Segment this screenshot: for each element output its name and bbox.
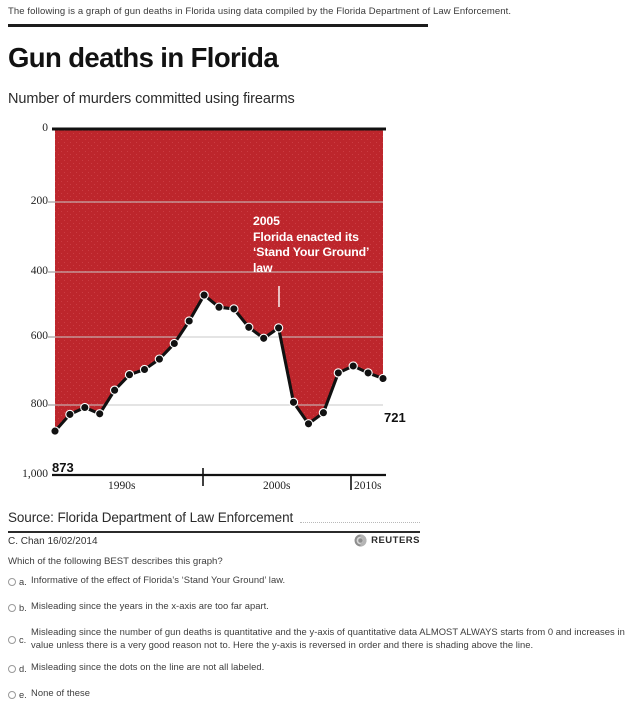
intro-paragraph: The following is a graph of gun deaths i… (8, 6, 512, 17)
chart-byline: C. Chan 16/02/2014 (8, 536, 98, 547)
last-point-value-label: 721 (384, 410, 406, 425)
ytick-label-400: 400 (30, 265, 48, 277)
ytick-label-600: 600 (30, 330, 48, 342)
first-point-value-label: 873 (52, 460, 74, 475)
data-point (50, 426, 60, 436)
ytick-label-200: 200 (30, 195, 48, 207)
data-point (199, 290, 209, 300)
data-point (95, 409, 105, 419)
quiz-option-d[interactable]: d. Misleading since the dots on the line… (8, 660, 632, 677)
data-point (318, 408, 329, 418)
annotation-body: Florida enacted its ‘Stand Your Ground’ … (253, 229, 369, 275)
option-letter-a: a. (19, 577, 27, 587)
chart-card: Gun deaths in Florida Number of murders … (0, 30, 430, 558)
ytick-label-800: 800 (30, 398, 48, 410)
data-point (214, 302, 224, 312)
reuters-wordmark: REUTERS (371, 535, 420, 546)
intro-divider (8, 24, 428, 27)
data-point-markers (50, 290, 388, 436)
quiz-option-b[interactable]: b. Misleading since the years in the x-a… (8, 599, 632, 616)
data-point (65, 409, 75, 420)
data-point (139, 364, 150, 375)
red-shaded-region (55, 129, 383, 432)
radio-b[interactable] (8, 604, 16, 612)
radio-e[interactable] (8, 691, 16, 699)
annotation-year: 2005 (253, 214, 280, 228)
data-point (378, 373, 388, 384)
quiz-option-a[interactable]: a. Informative of the effect of Florida’… (8, 573, 632, 590)
radio-d[interactable] (8, 665, 16, 673)
data-point (154, 354, 165, 364)
option-text-c: Misleading since the number of gun death… (31, 626, 625, 650)
option-letter-b: b. (19, 603, 27, 613)
reuters-credit: REUTERS (354, 534, 420, 547)
radio-a[interactable] (8, 578, 16, 586)
stand-your-ground-annotation: 2005 Florida enacted its ‘Stand Your Gro… (253, 214, 383, 276)
chart-title: Gun deaths in Florida (8, 42, 279, 73)
data-point (259, 333, 269, 343)
footer-divider (8, 531, 420, 533)
quiz-option-e[interactable]: e. None of these (8, 686, 632, 703)
data-point (273, 323, 284, 333)
ytick-label-1000: 1,000 (22, 468, 48, 480)
option-text-e: None of these (31, 687, 91, 698)
data-point (229, 304, 239, 314)
option-letter-e: e. (19, 690, 27, 700)
data-point (109, 385, 120, 395)
xtick-label-2000s: 2000s (263, 480, 291, 492)
data-point (333, 368, 343, 378)
ytick-label-0: 0 (42, 122, 48, 134)
chart-plot-area: 0 200 400 600 800 1,000 1990s 2000s 2010… (0, 30, 430, 492)
xtick-label-1990s: 1990s (108, 480, 136, 492)
reuters-globe-icon (354, 534, 367, 547)
chart-source: Source: Florida Department of Law Enforc… (8, 510, 294, 525)
option-letter-d: d. (19, 664, 27, 674)
data-point (363, 368, 373, 378)
source-dotted-rule (300, 522, 420, 523)
data-point (303, 419, 314, 429)
chart-subtitle: Number of murders committed using firear… (8, 91, 295, 107)
yticks (48, 201, 55, 406)
data-point (124, 370, 135, 380)
option-text-a: Informative of the effect of Florida’s ‘… (31, 574, 286, 585)
option-text-b: Misleading since the years in the x-axis… (31, 600, 269, 611)
xtick-label-2010s: 2010s (354, 480, 382, 492)
option-letter-c: c. (19, 635, 27, 645)
quiz-options: a. Informative of the effect of Florida’… (8, 573, 632, 712)
data-point (288, 397, 299, 407)
radio-c[interactable] (8, 636, 16, 644)
data-point (244, 322, 254, 332)
data-point (184, 316, 194, 326)
data-point (348, 361, 358, 371)
gridlines (55, 201, 383, 406)
chart-svg (48, 127, 388, 490)
data-point (80, 402, 90, 413)
option-text-d: Misleading since the dots on the line ar… (31, 661, 265, 672)
data-point (169, 338, 179, 349)
quiz-prompt: Which of the following BEST describes th… (8, 556, 223, 567)
quiz-option-c[interactable]: c. Misleading since the number of gun de… (8, 625, 632, 651)
